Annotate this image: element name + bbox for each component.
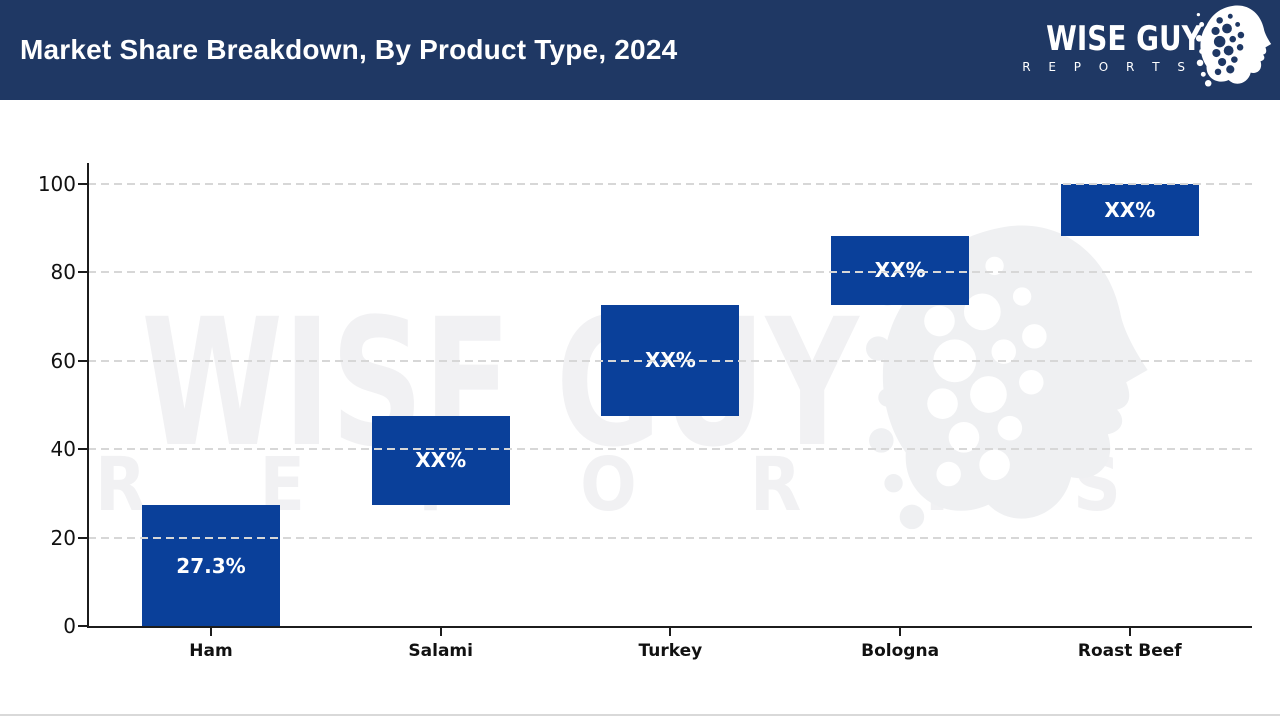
y-axis-tick: [78, 183, 87, 185]
x-axis-category-label: Turkey: [638, 641, 703, 661]
x-axis-tick: [1128, 627, 1131, 636]
face-profile-icon: [1195, 5, 1272, 87]
bar-value-label: XX%: [874, 258, 926, 283]
x-axis-category-label: Ham: [189, 641, 233, 661]
y-axis-tick: [78, 271, 87, 274]
y-axis-tick: [78, 625, 87, 627]
logo-subtitle: R E P O R T S: [1022, 60, 1192, 74]
x-axis-line: [87, 626, 1252, 628]
x-axis-tick: [899, 627, 902, 636]
gridline-80: [88, 271, 1252, 274]
chart-title: Market Share Breakdown, By Product Type,…: [20, 34, 678, 65]
gridline-100: [88, 183, 1252, 185]
y-axis-tick-label: 0: [63, 614, 76, 638]
x-axis-tick: [669, 627, 672, 636]
gridline-60: [88, 359, 1252, 362]
x-axis-category-label: Salami: [408, 641, 473, 661]
bar-value-label: XX%: [415, 448, 467, 473]
y-axis-tick: [78, 536, 87, 539]
y-axis-tick: [78, 448, 87, 451]
y-axis-tick-label: 100: [37, 172, 76, 196]
x-axis-category-label: Roast Beef: [1077, 641, 1182, 661]
bar-ham: [142, 505, 280, 626]
wise-guy-logo: WISE GUY R E P O R T S: [1022, 0, 1280, 100]
logo-text: WISE GUY R E P O R T S: [1012, 22, 1202, 74]
bar-value-label: XX%: [1104, 198, 1156, 223]
bar-bologna: [831, 236, 970, 305]
y-axis-tick-label: 40: [50, 437, 76, 462]
bar-roast-beef: [1060, 184, 1199, 237]
gridline-20: [88, 536, 1252, 539]
x-axis-category-label: Bologna: [861, 641, 940, 661]
y-axis-tick-label: 20: [50, 525, 76, 550]
bar-value-label: 27.3%: [176, 553, 246, 578]
y-axis-tick: [78, 359, 87, 362]
bar-salami: [371, 415, 510, 506]
x-axis-tick: [210, 627, 212, 636]
x-axis-tick: [439, 627, 442, 636]
logo-wordmark: WISE GUY: [1046, 19, 1202, 59]
bottom-divider: [0, 714, 1280, 716]
y-axis-tick-label: 80: [50, 260, 76, 285]
gridline-40: [88, 448, 1252, 451]
header-band: Market Share Breakdown, By Product Type,…: [0, 0, 1280, 100]
plot-area: WISE GUY R E P O R T S 27.3% Ham XX% Salami…: [0, 100, 1280, 714]
y-axis-tick-label: 60: [50, 348, 76, 373]
y-axis-line: [87, 163, 89, 628]
